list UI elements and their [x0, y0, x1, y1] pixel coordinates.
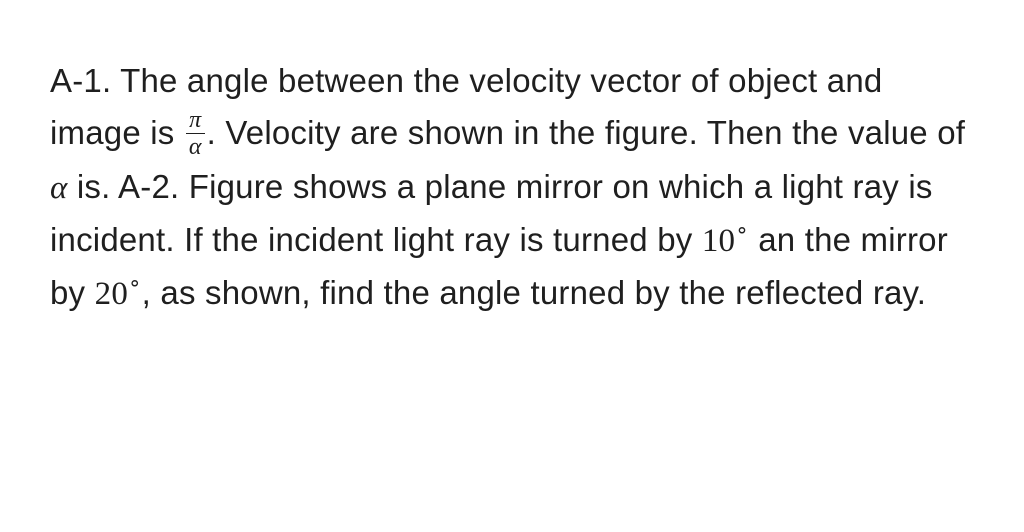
problem-text: A-1. The angle between the velocity vect… — [50, 55, 974, 320]
degree-symbol-2: ∘ — [128, 271, 142, 295]
text-part-5: , as shown, find the angle turned by the… — [142, 274, 927, 311]
ten-value: 10 — [702, 223, 735, 259]
fraction-denominator: α — [186, 134, 205, 159]
twenty-degrees: 20∘ — [95, 276, 142, 312]
twenty-value: 20 — [95, 276, 128, 312]
alpha-symbol: α — [50, 170, 68, 206]
fraction-pi-alpha: πα — [186, 108, 205, 159]
text-part-2: . Velocity are shown in the figure. Then… — [207, 114, 965, 151]
degree-symbol-1: ∘ — [735, 218, 749, 242]
ten-degrees: 10∘ — [702, 223, 749, 259]
fraction-numerator: π — [186, 108, 205, 134]
